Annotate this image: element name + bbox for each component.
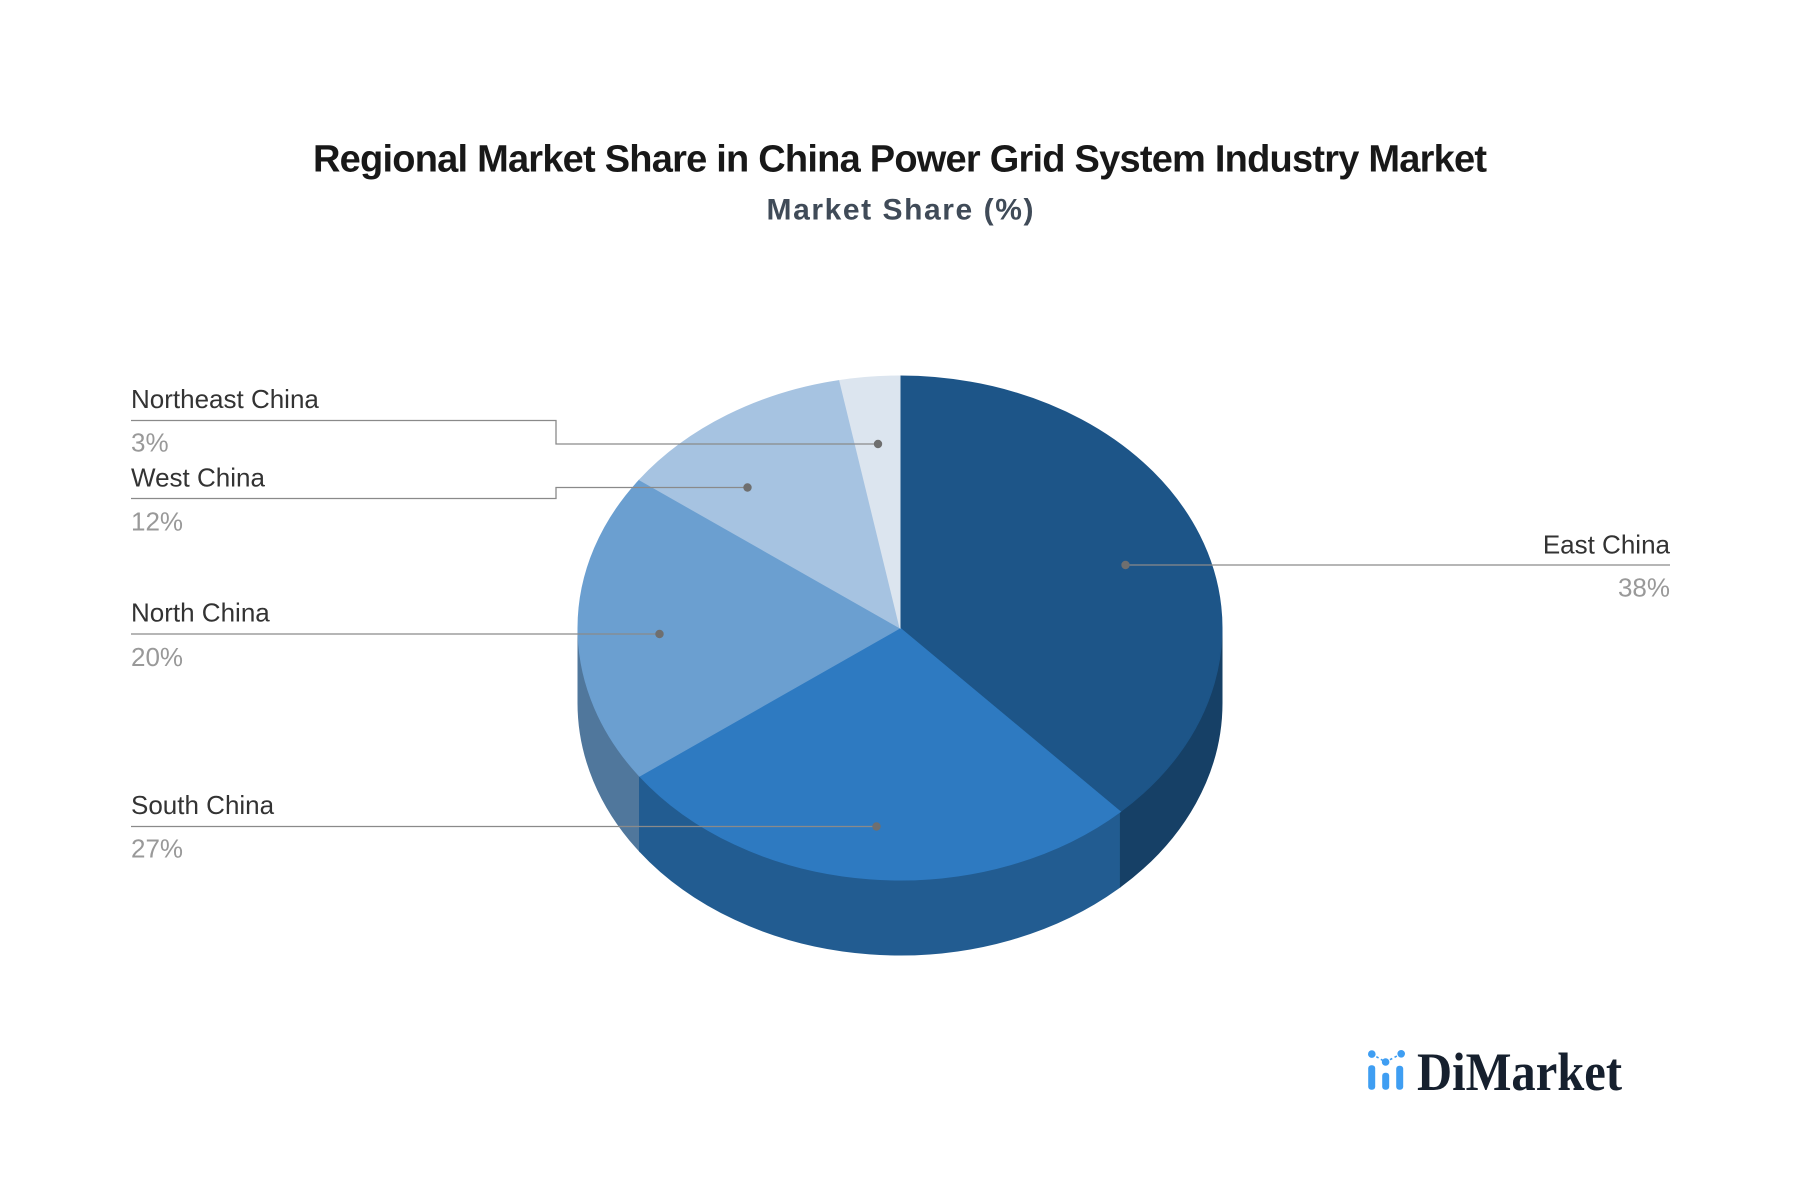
svg-text:North China: North China bbox=[131, 598, 270, 628]
svg-text:12%: 12% bbox=[131, 507, 183, 537]
svg-text:South China: South China bbox=[131, 790, 275, 820]
svg-text:East China: East China bbox=[1543, 530, 1671, 560]
svg-text:38%: 38% bbox=[1618, 573, 1670, 603]
svg-text:West China: West China bbox=[131, 463, 265, 493]
svg-text:DiMarket: DiMarket bbox=[1417, 1042, 1622, 1102]
svg-text:Market Share (%): Market Share (%) bbox=[767, 194, 1034, 227]
svg-text:3%: 3% bbox=[131, 428, 169, 458]
svg-text:Northeast China: Northeast China bbox=[131, 384, 319, 414]
svg-text:27%: 27% bbox=[131, 834, 183, 864]
svg-text:20%: 20% bbox=[131, 642, 183, 672]
svg-text:Regional Market Share in China: Regional Market Share in China Power Gri… bbox=[313, 139, 1487, 181]
